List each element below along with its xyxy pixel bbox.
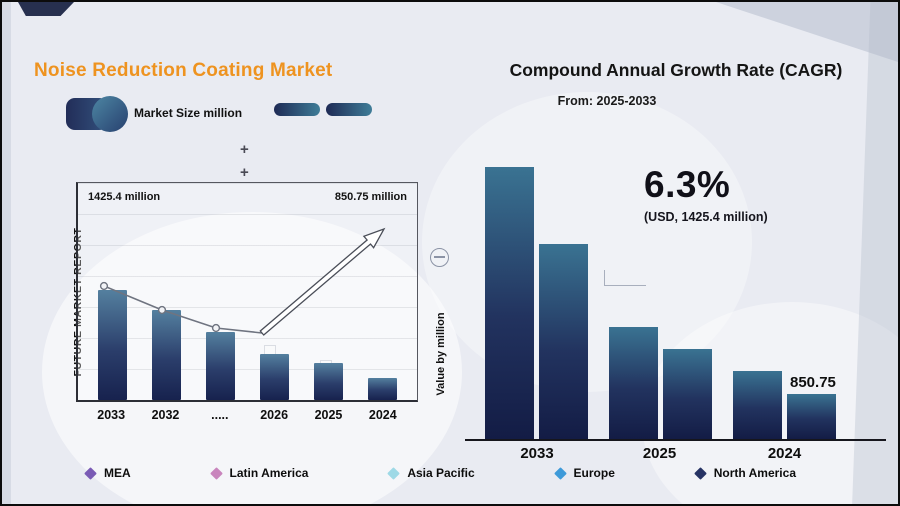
cagr-bar-2033-2	[539, 244, 588, 439]
cagr-percentage: 6.3%	[644, 164, 731, 205]
value-label-start: 1425.4 million	[88, 191, 161, 203]
market-bar-2033	[98, 290, 128, 400]
top-right-band	[716, 2, 898, 62]
left-x-label-2033: 2033	[97, 408, 126, 422]
cagr-detail: (USD, 1425.4 million)	[644, 210, 768, 224]
legend-diamond-icon	[693, 466, 707, 480]
cagr-bar-2025-1	[609, 327, 658, 439]
legend-item-asia-pacific: Asia Pacific	[387, 466, 475, 480]
circle-minus-icon	[430, 248, 449, 267]
right-x-label-2025: 2025	[642, 445, 677, 462]
right-chart-ylabel: Value by million	[435, 312, 447, 396]
left-chart-plot-area: 1425.4 million 850.75 million	[76, 182, 418, 402]
plus-decoration: +	[240, 164, 249, 181]
legend-item-europe: Europe	[553, 466, 615, 480]
value-label-end: 850.75 million	[334, 191, 407, 203]
market-bar-2026	[259, 354, 289, 400]
legend-item-latin-america: Latin America	[209, 466, 309, 480]
left-edge-strip	[2, 2, 11, 504]
left-x-label-2025: 2025	[314, 408, 343, 422]
corner-decoration	[18, 2, 74, 16]
cagr-bar-2025-2	[663, 349, 712, 439]
cagr-bar-group-2033	[485, 167, 588, 439]
left-chart-title: Noise Reduction Coating Market	[34, 60, 333, 81]
left-chart-bars	[78, 183, 417, 400]
value-callout-2024: 850.75	[790, 374, 836, 391]
legend-diamond-icon	[209, 466, 223, 480]
right-chart-subtitle: From: 2025-2033	[557, 94, 657, 108]
market-bar-2024	[367, 378, 397, 400]
legend-diamond-icon	[553, 466, 567, 480]
legend-diamond-icon	[387, 466, 401, 480]
sphere-shape	[92, 96, 128, 132]
bracket-decoration	[604, 270, 646, 286]
market-size-legend-label: Market Size million	[134, 106, 243, 120]
market-size-chart: FUTURE MARKET REPORT 1425.4 million 850.…	[60, 180, 420, 426]
market-bar-2025	[313, 363, 343, 400]
legend-diamond-icon	[84, 466, 97, 480]
left-chart-x-axis-labels: 2033 2032..... 2026 2025 2024	[76, 408, 418, 422]
market-bar-2032	[152, 310, 182, 400]
left-x-label-2032: 2032	[151, 408, 180, 422]
cagr-bar-2024-1	[733, 371, 782, 439]
legend-label: MEA	[104, 466, 131, 480]
market-bar-.....	[206, 332, 236, 400]
legend-label: Latin America	[229, 466, 309, 480]
cagr-chart: 2033 2025 2024	[457, 132, 892, 472]
right-x-label-2024: 2024	[767, 445, 802, 462]
cagr-bar-2033-1	[485, 167, 534, 439]
cagr-bar-group-2024	[733, 371, 836, 439]
left-x-label-.....: .....	[211, 408, 229, 422]
market-size-icon	[66, 96, 128, 132]
region-legend: MEA Latin America Asia Pacific Europe North …	[84, 466, 796, 480]
right-x-label-2033: 2033	[520, 445, 554, 462]
plus-decoration: +	[240, 141, 249, 158]
legend-item-mea: MEA	[84, 466, 131, 480]
legend-label: Europe	[573, 466, 615, 480]
cagr-bar-group-2025	[609, 327, 712, 439]
legend-label: North America	[713, 466, 796, 480]
right-chart-x-axis	[465, 439, 886, 441]
left-x-label-2024: 2024	[368, 408, 397, 422]
legend-item-north-america: North America	[693, 466, 796, 480]
left-x-label-2026: 2026	[260, 408, 289, 422]
legend-label: Asia Pacific	[407, 466, 475, 480]
cagr-bar-2024-2	[787, 394, 836, 439]
right-chart-title: Compound Annual Growth Rate (CAGR)	[509, 60, 843, 80]
gradient-pill	[326, 103, 372, 116]
gradient-pill	[274, 103, 320, 116]
